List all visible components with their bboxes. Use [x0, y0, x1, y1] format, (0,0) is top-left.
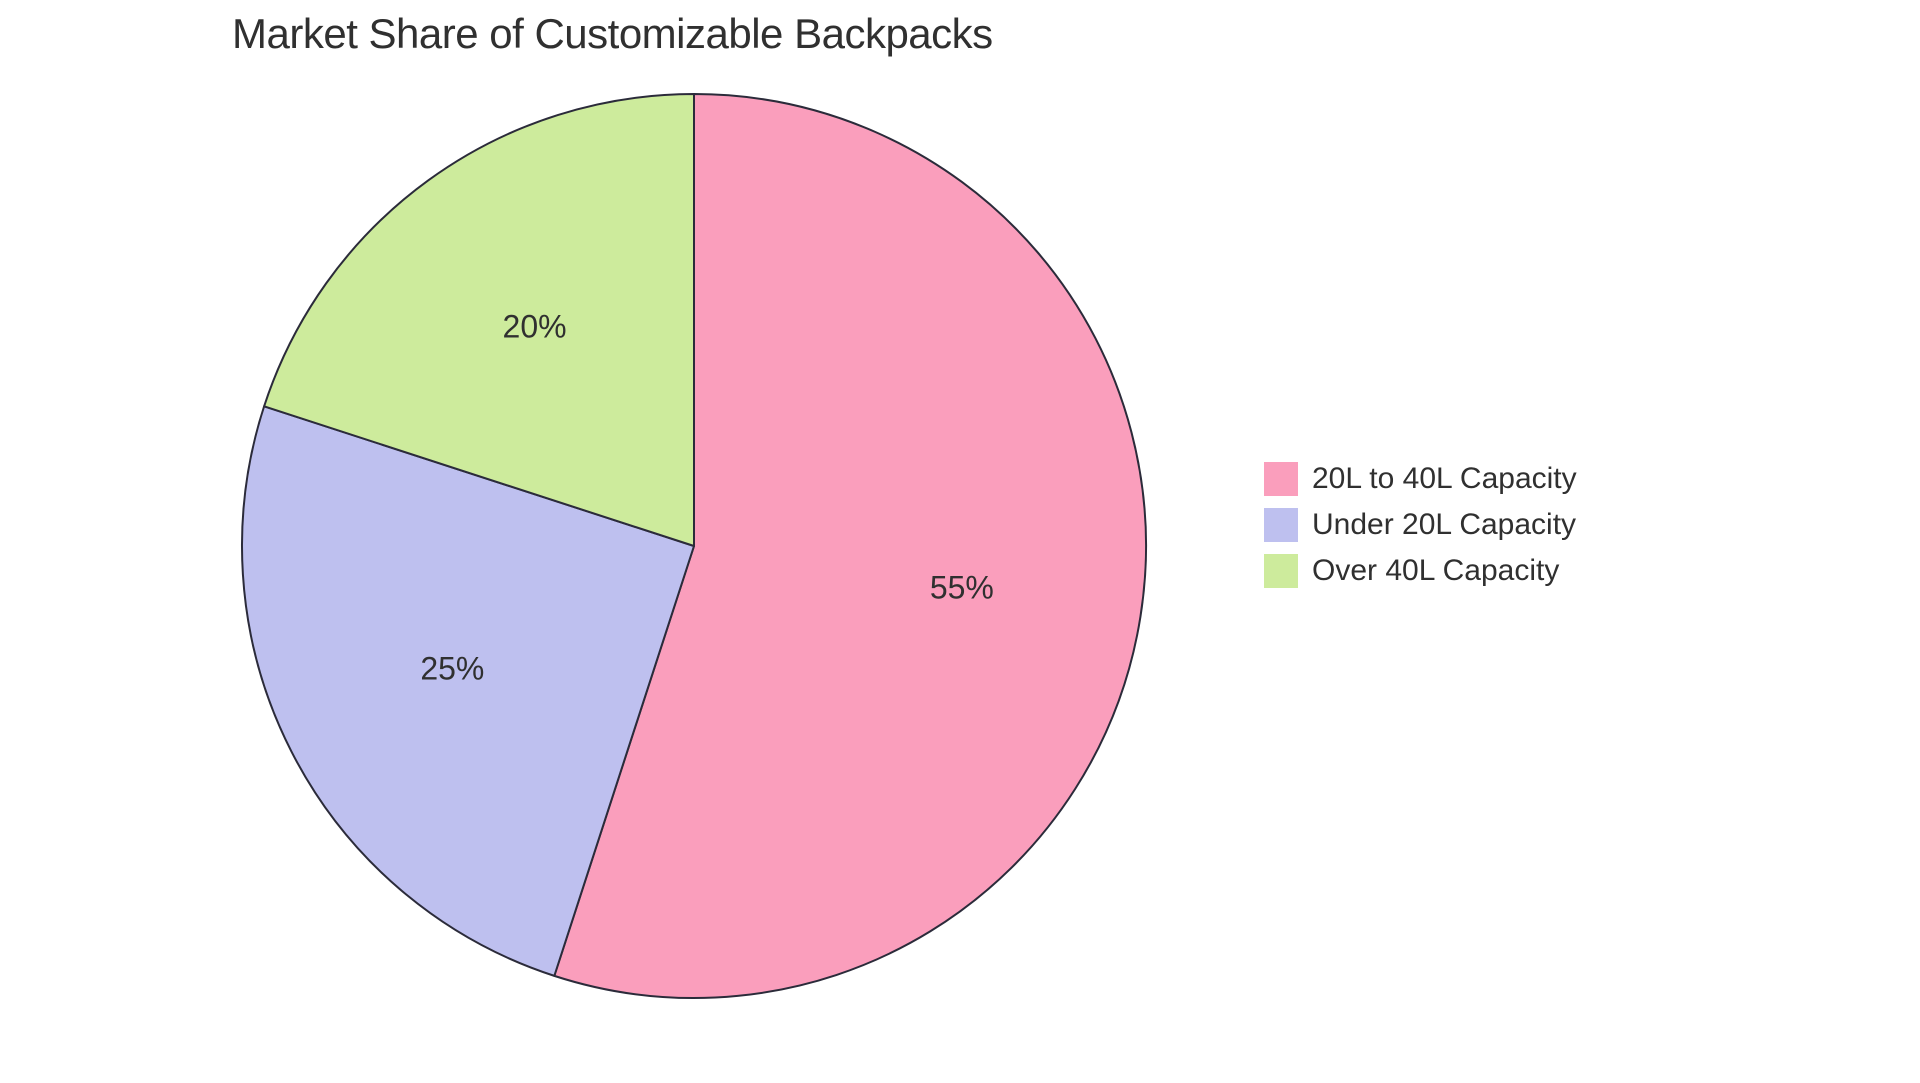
legend-swatch	[1264, 508, 1298, 542]
pie-slice-label: 55%	[930, 570, 994, 607]
legend-swatch	[1264, 462, 1298, 496]
legend-item: Over 40L Capacity	[1264, 554, 1577, 588]
pie-chart: 55% 25% 20%	[240, 92, 1148, 1000]
pie-slice-label: 25%	[420, 651, 484, 688]
legend-item: 20L to 40L Capacity	[1264, 462, 1577, 496]
chart-title: Market Share of Customizable Backpacks	[232, 10, 993, 58]
chart-container: { "chart": { "type": "pie", "title": "Ma…	[0, 0, 1920, 1083]
legend-label: 20L to 40L Capacity	[1312, 462, 1577, 496]
legend: 20L to 40L Capacity Under 20L Capacity Ove…	[1264, 462, 1577, 588]
legend-item: Under 20L Capacity	[1264, 508, 1577, 542]
legend-label: Under 20L Capacity	[1312, 508, 1576, 542]
legend-label: Over 40L Capacity	[1312, 554, 1559, 588]
pie-svg	[240, 92, 1148, 1000]
pie-slice-label: 20%	[503, 308, 567, 345]
legend-swatch	[1264, 554, 1298, 588]
